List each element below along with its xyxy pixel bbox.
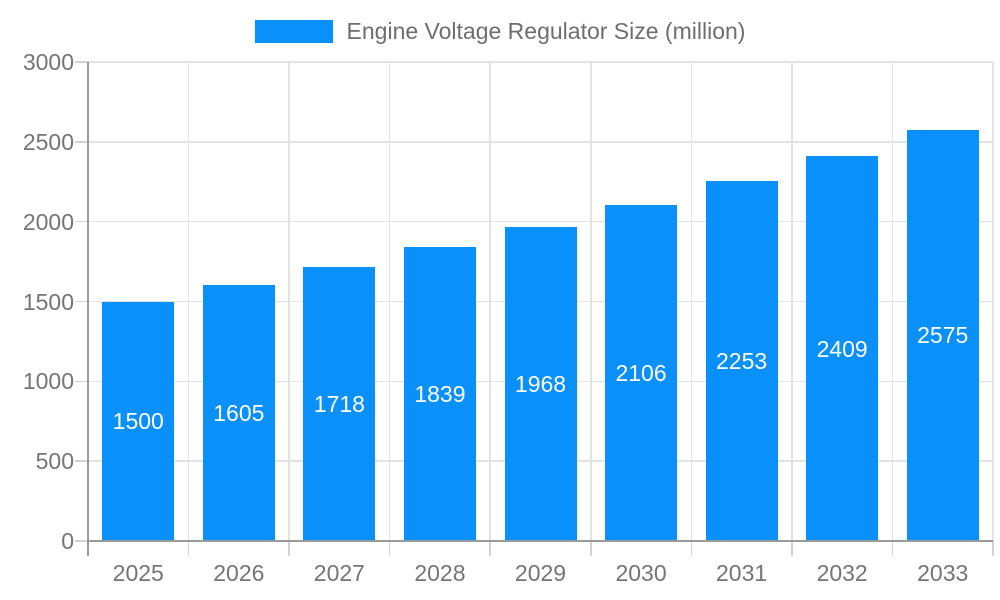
chart-legend[interactable]: Engine Voltage Regulator Size (million): [0, 17, 1000, 45]
gridline-vertical: [489, 62, 491, 541]
y-axis-tick: [75, 300, 88, 303]
gridline-vertical: [791, 62, 793, 541]
bar-value-label: 1718: [313, 390, 365, 417]
x-axis-tick: [489, 541, 491, 556]
y-axis-label: 0: [61, 528, 74, 554]
bar-2030[interactable]: [605, 204, 678, 541]
gridline-vertical: [590, 62, 592, 541]
gridline-horizontal: [88, 141, 993, 143]
y-axis-label: 3000: [22, 49, 74, 75]
gridline-vertical: [992, 62, 994, 541]
x-axis-label: 2033: [917, 560, 969, 586]
y-axis-tick: [75, 61, 88, 63]
x-axis-tick: [187, 541, 190, 556]
y-axis-label: 1000: [22, 368, 74, 395]
y-axis-line: [87, 62, 89, 556]
y-axis-tick: [75, 141, 88, 143]
bar-2028[interactable]: [403, 247, 476, 541]
legend-label: Engine Voltage Regulator Size (million): [346, 18, 746, 44]
bar-2027[interactable]: [303, 266, 376, 541]
y-axis-tick: [75, 460, 88, 462]
gridline-vertical: [187, 62, 190, 541]
y-axis-tick: [75, 220, 88, 223]
y-axis-label: 2500: [22, 128, 74, 155]
x-axis-label: 2025: [112, 560, 164, 586]
y-axis-label: 2000: [22, 208, 74, 235]
legend-swatch-icon: [254, 19, 333, 43]
x-axis-label: 2030: [615, 560, 667, 586]
x-axis-label: 2029: [514, 560, 567, 586]
gridline-horizontal: [88, 61, 993, 63]
gridline-horizontal: [88, 220, 993, 223]
bar-value-label: 2575: [917, 322, 969, 349]
bar-value-label: 2106: [615, 359, 667, 386]
x-axis-tick: [891, 541, 894, 556]
gridline-vertical: [388, 62, 391, 541]
x-axis-tick: [388, 541, 391, 556]
bar-2025[interactable]: [102, 301, 175, 541]
x-axis-label: 2027: [313, 560, 365, 586]
x-axis-label: 2032: [816, 560, 868, 586]
x-axis-line: [88, 540, 993, 542]
x-axis-label: 2031: [716, 560, 768, 586]
bar-value-label: 1839: [414, 381, 466, 408]
x-axis-label: 2026: [213, 560, 265, 586]
y-axis-label: 1500: [22, 288, 74, 315]
bar-value-label: 1605: [213, 399, 265, 426]
x-axis-tick: [992, 541, 994, 556]
x-axis-label: 2028: [414, 560, 466, 586]
gridline-vertical: [690, 62, 693, 541]
bar-value-label: 1968: [514, 370, 567, 397]
bar-2031[interactable]: [705, 181, 778, 541]
x-axis-tick: [590, 541, 592, 556]
gridline-vertical: [288, 62, 290, 541]
x-axis-tick: [690, 541, 693, 556]
bar-2033[interactable]: [906, 129, 979, 541]
bar-2026[interactable]: [202, 284, 275, 541]
gridline-vertical: [891, 62, 894, 541]
y-axis-tick: [75, 540, 88, 542]
y-axis-label: 500: [35, 448, 74, 475]
bar-value-label: 2253: [716, 348, 768, 375]
bar-value-label: 1500: [112, 408, 164, 435]
y-axis-tick: [75, 380, 88, 383]
bar-2032[interactable]: [806, 156, 879, 541]
x-axis-tick: [791, 541, 793, 556]
x-axis-tick: [288, 541, 290, 556]
bar-2029[interactable]: [504, 226, 577, 541]
bar-value-label: 2409: [816, 335, 868, 362]
